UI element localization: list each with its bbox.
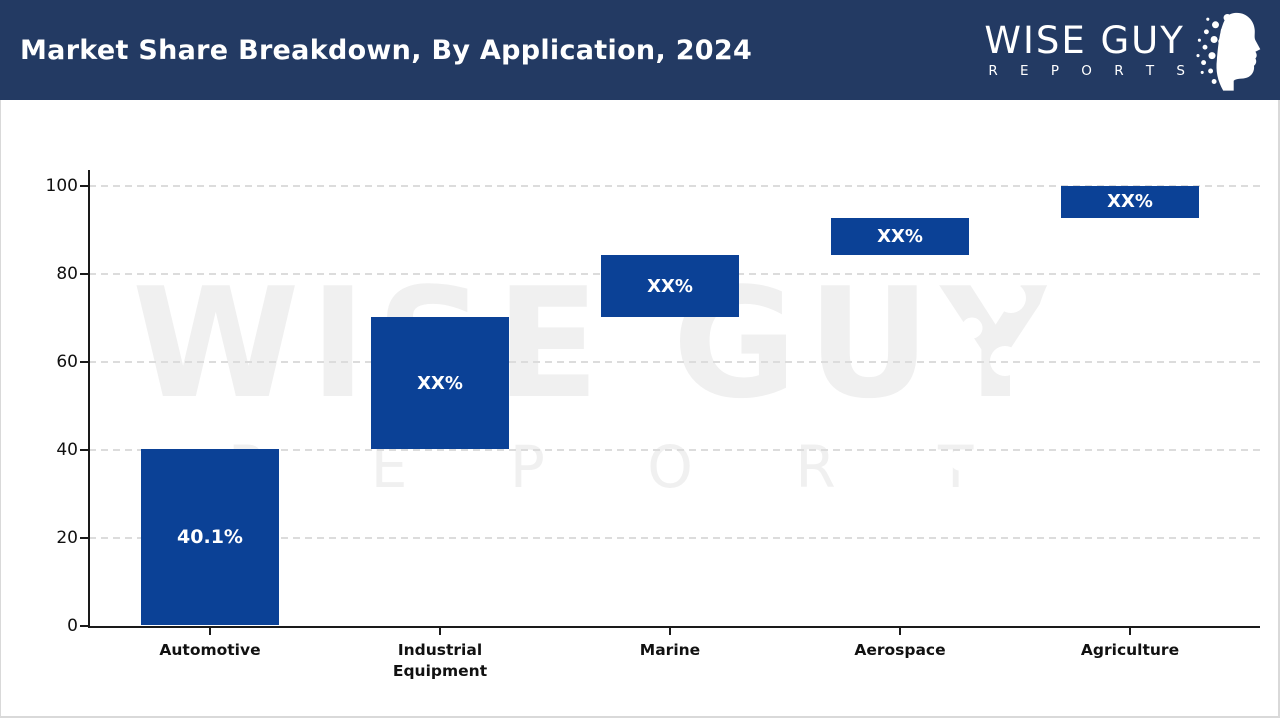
- y-tick-label: 20: [56, 527, 78, 548]
- y-tickmark: [80, 272, 88, 275]
- page-border-right: [1278, 100, 1280, 717]
- x-tickmark: [1129, 628, 1131, 635]
- y-tick-label: 60: [56, 351, 78, 372]
- x-tickmark: [209, 628, 211, 635]
- x-tickmark: [439, 628, 441, 635]
- page-title: Market Share Breakdown, By Application, …: [20, 34, 753, 66]
- bar-value-label: XX%: [417, 372, 463, 394]
- bar-value-label: XX%: [647, 275, 693, 297]
- y-tickmark: [80, 536, 88, 539]
- header-bar: Market Share Breakdown, By Application, …: [0, 0, 1280, 100]
- x-tickmark: [669, 628, 671, 635]
- x-label-agriculture: Agriculture: [1080, 641, 1180, 659]
- x-label-marine: Marine: [639, 641, 701, 659]
- wise-guy-logo: WISE GUY R E P O R T S: [984, 0, 1262, 100]
- x-axis-line: [88, 626, 1260, 628]
- x-label-automotive: Automotive: [159, 641, 261, 659]
- page-border-left: [0, 100, 1, 717]
- gridline-100: [89, 184, 1260, 187]
- bar-value-label: 40.1%: [177, 526, 243, 549]
- x-label-aerospace: Aerospace: [854, 641, 946, 659]
- gridline-60: [89, 360, 1260, 363]
- page-border-bottom: [0, 716, 1280, 718]
- dotted-head-icon: [1196, 12, 1261, 91]
- y-tickmark: [80, 624, 88, 627]
- bar-aerospace: XX%: [831, 217, 969, 255]
- x-label-industrial-equipment: Industrial Equipment: [392, 641, 488, 680]
- y-tick-label: 40: [56, 439, 78, 460]
- bar-agriculture: XX%: [1061, 185, 1199, 218]
- y-tick-label: 100: [45, 175, 78, 196]
- logo-reports-line: R E P O R T S: [988, 62, 1194, 79]
- bar-value-label: XX%: [877, 225, 923, 247]
- bar-automotive: 40.1%: [141, 449, 279, 626]
- watermark-wordmark: WISE GUY: [132, 255, 1061, 432]
- y-tickmark: [80, 448, 88, 451]
- watermark-head-icon: [929, 246, 1203, 580]
- gridline-20: [89, 536, 1260, 539]
- gridline-40: [89, 448, 1260, 451]
- logo-text: WISE GUY R E P O R T S: [984, 22, 1194, 79]
- bar-marine: XX%: [601, 255, 739, 318]
- bar-value-label: XX%: [1107, 191, 1153, 213]
- y-tick-label: 0: [67, 615, 78, 636]
- y-tickmark: [80, 184, 88, 187]
- logo-wordmark: WISE GUY: [984, 18, 1185, 62]
- y-axis-line: [88, 170, 90, 628]
- bar-industrial-equipment: XX%: [371, 317, 509, 450]
- y-tickmark: [80, 360, 88, 363]
- y-tick-label: 80: [56, 263, 78, 284]
- x-tickmark: [899, 628, 901, 635]
